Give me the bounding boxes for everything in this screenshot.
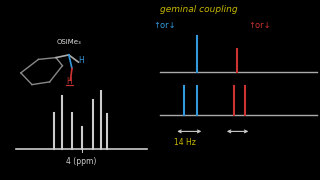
- Text: H: H: [66, 77, 72, 86]
- Text: OSiMe₃: OSiMe₃: [56, 39, 81, 45]
- Text: 4 (ppm): 4 (ppm): [67, 158, 97, 166]
- Text: geminal coupling: geminal coupling: [160, 5, 237, 14]
- Text: H: H: [79, 56, 84, 65]
- Text: 14 Hz: 14 Hz: [174, 138, 196, 147]
- Text: ↑or↓: ↑or↓: [154, 21, 176, 30]
- Text: ↑or↓: ↑or↓: [248, 21, 270, 30]
